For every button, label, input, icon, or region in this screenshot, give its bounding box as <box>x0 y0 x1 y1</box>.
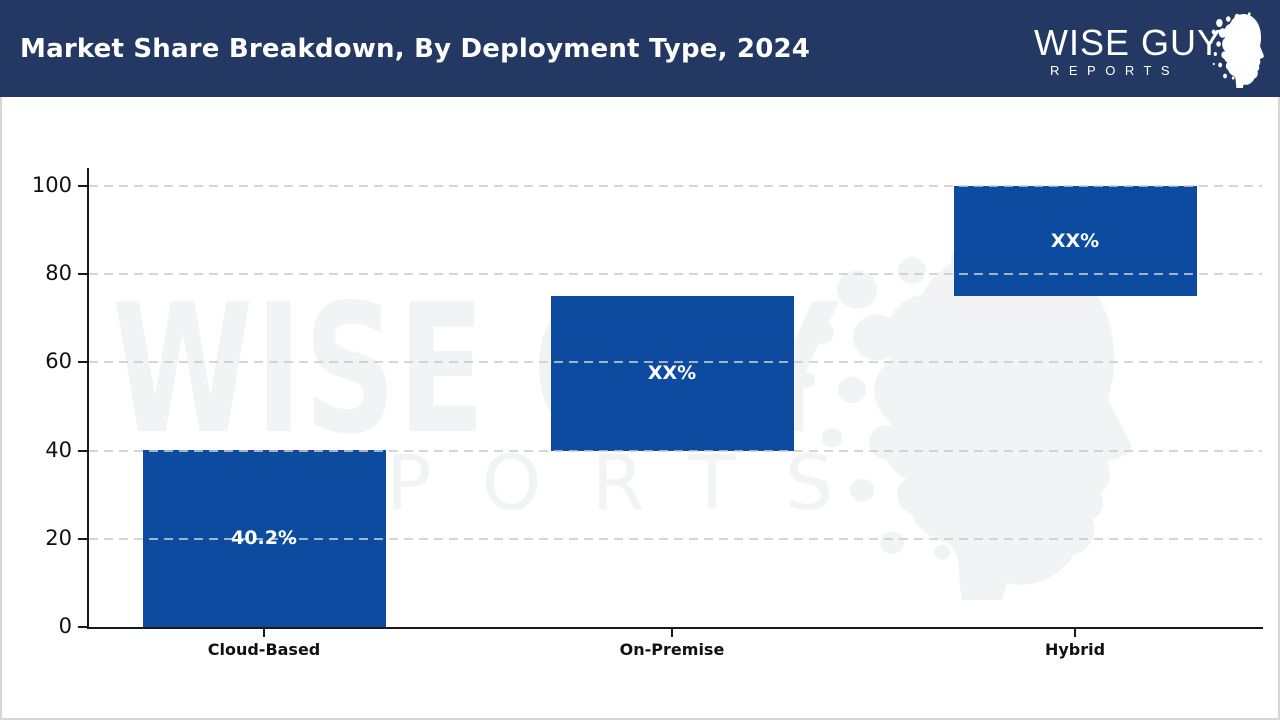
y-tick-mark <box>78 185 87 187</box>
gridline-60 <box>89 361 1262 364</box>
gridline-20 <box>89 537 1262 540</box>
brand-logo: WISE GUY REPORTS <box>1012 6 1270 92</box>
y-tick-mark <box>78 626 87 628</box>
bar-On-Premise <box>550 296 794 451</box>
y-tick-label: 40 <box>45 437 72 462</box>
y-tick-label: 0 <box>58 614 72 638</box>
y-tick-label: 80 <box>45 261 72 286</box>
gridline-80 <box>89 273 1262 276</box>
y-tick-mark <box>78 537 87 540</box>
header-bar: Market Share Breakdown, By Deployment Ty… <box>0 0 1280 97</box>
x-tick-label-Cloud-Based: Cloud-Based <box>207 640 321 659</box>
x-tick-mark <box>1074 629 1076 637</box>
y-tick-label: 20 <box>45 525 72 550</box>
x-tick-mark <box>263 629 265 637</box>
gridline-40 <box>89 449 1262 452</box>
logo-wordmark: WISE GUY <box>1034 22 1223 63</box>
x-axis-spine <box>87 627 1263 629</box>
logo-head-dots-icon <box>1209 12 1264 88</box>
y-tick-label: 100 <box>31 173 72 197</box>
x-tick-label-On-Premise: On-Premise <box>619 640 725 659</box>
y-axis-spine <box>87 168 89 629</box>
y-tick-label: 60 <box>45 349 72 374</box>
x-tick-mark <box>671 629 673 637</box>
page-title: Market Share Breakdown, By Deployment Ty… <box>20 33 811 64</box>
bar-value-label: 40.2% <box>231 527 297 550</box>
bar-Hybrid <box>953 186 1197 297</box>
gridline-100 <box>89 185 1262 187</box>
bar-value-label: XX% <box>647 362 697 385</box>
y-tick-mark <box>78 273 87 276</box>
x-tick-label-Hybrid: Hybrid <box>1044 640 1106 659</box>
bar-value-label: XX% <box>1050 230 1100 253</box>
y-tick-mark <box>78 449 87 452</box>
y-tick-mark <box>78 361 87 364</box>
logo-reports-text: REPORTS <box>1050 63 1180 78</box>
